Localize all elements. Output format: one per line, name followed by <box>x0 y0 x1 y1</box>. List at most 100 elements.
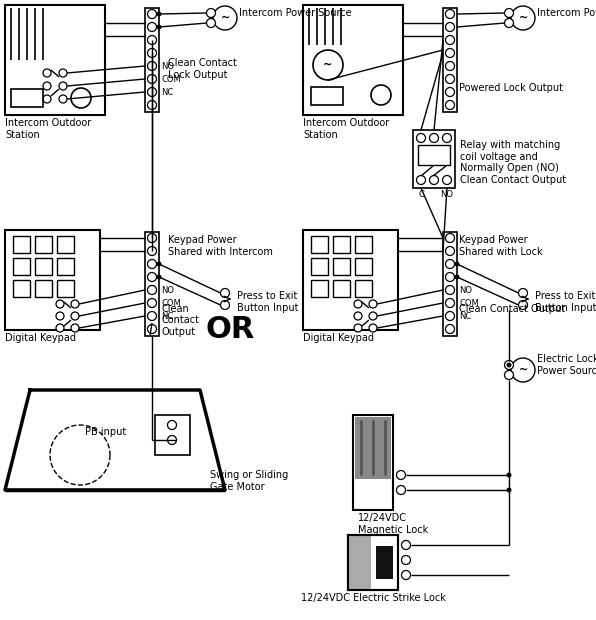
Circle shape <box>147 74 157 84</box>
Text: Relay with matching
coil voltage and
Normally Open (NO)
Clean Contact Output: Relay with matching coil voltage and Nor… <box>460 140 566 185</box>
Bar <box>355 417 391 479</box>
Circle shape <box>206 9 216 17</box>
Circle shape <box>442 133 452 143</box>
Circle shape <box>445 260 455 268</box>
Circle shape <box>71 324 79 332</box>
Text: COM: COM <box>161 299 181 308</box>
Circle shape <box>511 6 535 30</box>
Bar <box>333 280 350 297</box>
Circle shape <box>445 9 455 19</box>
Circle shape <box>445 22 455 32</box>
Circle shape <box>167 420 176 430</box>
Circle shape <box>445 100 455 110</box>
Text: ~: ~ <box>324 60 333 70</box>
Circle shape <box>43 95 51 103</box>
Text: C: C <box>418 190 424 199</box>
Polygon shape <box>5 390 225 490</box>
Circle shape <box>354 324 362 332</box>
Circle shape <box>445 35 455 45</box>
Text: NC: NC <box>161 88 173 97</box>
Circle shape <box>56 300 64 308</box>
Circle shape <box>430 133 439 143</box>
Text: NC: NC <box>459 312 471 321</box>
Bar <box>13 258 30 275</box>
Circle shape <box>147 285 157 294</box>
Circle shape <box>147 324 157 334</box>
Text: Press to Exit
Button Input: Press to Exit Button Input <box>535 291 596 312</box>
Text: Digital Keypad: Digital Keypad <box>5 333 76 343</box>
Text: 12/24VDC Electric Strike Lock: 12/24VDC Electric Strike Lock <box>300 593 445 603</box>
Circle shape <box>369 300 377 308</box>
Bar <box>348 535 398 590</box>
Text: Keypad Power
Shared with Lock: Keypad Power Shared with Lock <box>459 235 542 257</box>
Text: 12/24VDC
Magnetic Lock: 12/24VDC Magnetic Lock <box>358 513 429 534</box>
Bar <box>311 258 328 275</box>
Circle shape <box>167 435 176 445</box>
Circle shape <box>147 234 157 242</box>
Circle shape <box>157 12 162 17</box>
Circle shape <box>147 298 157 308</box>
Circle shape <box>59 95 67 103</box>
Circle shape <box>504 9 514 17</box>
Circle shape <box>147 35 157 45</box>
Text: COM: COM <box>459 299 479 308</box>
Circle shape <box>430 175 439 185</box>
Bar <box>333 236 350 253</box>
Circle shape <box>221 301 229 309</box>
Text: ~: ~ <box>519 365 527 375</box>
Bar <box>311 280 328 297</box>
Circle shape <box>147 87 157 97</box>
Bar <box>13 236 30 253</box>
Circle shape <box>56 324 64 332</box>
Circle shape <box>455 275 460 280</box>
Text: NO: NO <box>440 190 454 199</box>
Bar <box>311 87 343 105</box>
Text: Electric Lock
Power Source: Electric Lock Power Source <box>537 354 596 376</box>
Text: Intercom Outdoor
Station: Intercom Outdoor Station <box>5 118 91 140</box>
Bar <box>145 232 159 336</box>
Bar <box>333 258 350 275</box>
Bar <box>355 236 372 253</box>
Bar <box>418 145 450 165</box>
Circle shape <box>396 471 405 479</box>
Circle shape <box>504 19 514 27</box>
Circle shape <box>511 358 535 382</box>
Circle shape <box>445 311 455 321</box>
Text: NC: NC <box>161 312 173 321</box>
Text: NO: NO <box>161 62 174 71</box>
Bar <box>57 236 74 253</box>
Circle shape <box>396 485 405 495</box>
Bar <box>303 230 398 330</box>
Circle shape <box>455 262 460 267</box>
Bar <box>57 280 74 297</box>
Circle shape <box>417 133 426 143</box>
Text: COM: COM <box>161 75 181 84</box>
Text: NO: NO <box>459 286 472 295</box>
Bar <box>35 258 52 275</box>
Circle shape <box>59 82 67 90</box>
Text: NO: NO <box>161 286 174 295</box>
Circle shape <box>147 273 157 281</box>
Circle shape <box>507 487 511 492</box>
Circle shape <box>445 298 455 308</box>
Circle shape <box>147 61 157 71</box>
Circle shape <box>354 300 362 308</box>
Circle shape <box>221 288 229 298</box>
Circle shape <box>504 371 514 379</box>
Circle shape <box>507 363 511 368</box>
Circle shape <box>313 50 343 80</box>
Circle shape <box>445 48 455 58</box>
Text: Press to Exit
Button Input: Press to Exit Button Input <box>237 291 299 312</box>
Circle shape <box>71 88 91 108</box>
Text: ~: ~ <box>519 13 527 23</box>
Bar <box>348 535 371 590</box>
Circle shape <box>504 360 514 370</box>
Text: Clean Contact Output: Clean Contact Output <box>459 304 565 314</box>
Text: Keypad Power
Shared with Intercom: Keypad Power Shared with Intercom <box>168 235 273 257</box>
Circle shape <box>445 87 455 97</box>
Circle shape <box>369 312 377 320</box>
Circle shape <box>445 234 455 242</box>
Text: Intercom Power Source: Intercom Power Source <box>537 8 596 18</box>
Bar <box>11 89 43 107</box>
Bar <box>413 130 455 188</box>
